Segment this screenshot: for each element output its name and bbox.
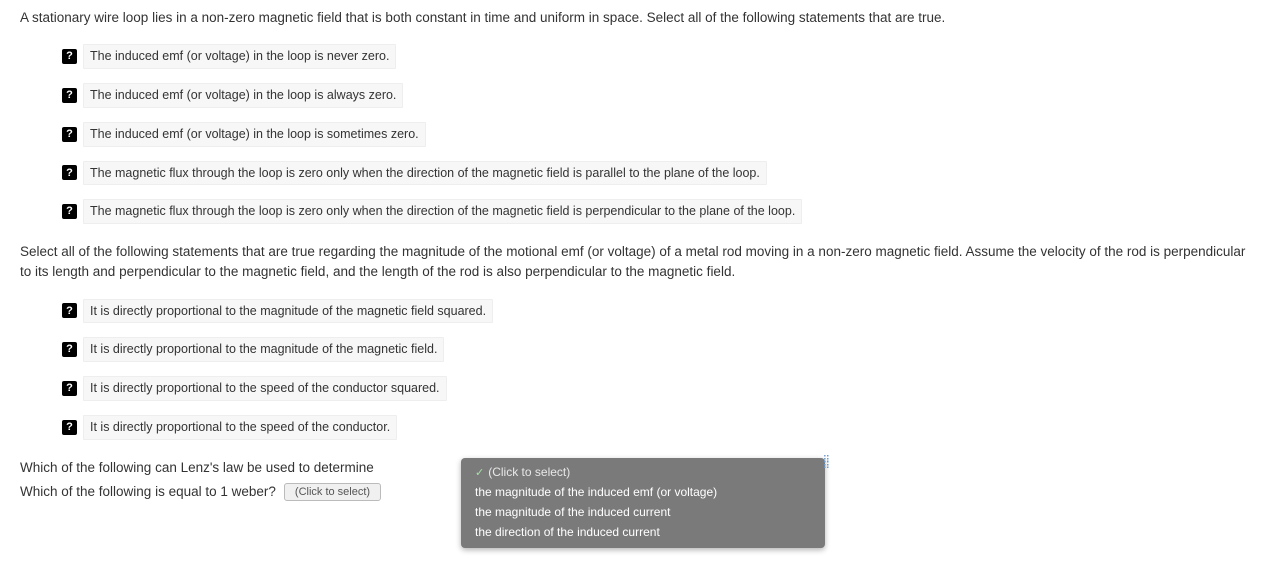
option-row[interactable]: ? It is directly proportional to the mag…	[62, 337, 1260, 362]
question-3-prompt: Which of the following can Lenz's law be…	[20, 458, 374, 478]
question-mark-icon: ?	[62, 303, 77, 318]
option-row[interactable]: ? The induced emf (or voltage) in the lo…	[62, 44, 1260, 69]
option-label: The magnetic flux through the loop is ze…	[83, 199, 802, 224]
question-mark-icon: ?	[62, 165, 77, 180]
question-4-select[interactable]: (Click to select)	[284, 483, 381, 501]
option-row[interactable]: ? The induced emf (or voltage) in the lo…	[62, 83, 1260, 108]
question-mark-icon: ?	[62, 342, 77, 357]
option-label: It is directly proportional to the magni…	[83, 299, 493, 324]
option-row[interactable]: ? It is directly proportional to the spe…	[62, 376, 1260, 401]
question-mark-icon: ?	[62, 49, 77, 64]
question-1-prompt: A stationary wire loop lies in a non-zer…	[20, 8, 1260, 28]
option-row[interactable]: ? The induced emf (or voltage) in the lo…	[62, 122, 1260, 147]
question-2-options: ? It is directly proportional to the mag…	[20, 299, 1260, 440]
option-label: The magnetic flux through the loop is ze…	[83, 161, 767, 186]
option-label: It is directly proportional to the speed…	[83, 415, 397, 440]
option-row[interactable]: ? It is directly proportional to the mag…	[62, 299, 1260, 324]
question-mark-icon: ?	[62, 204, 77, 219]
dropdown-item-label: (Click to select)	[488, 465, 570, 479]
drag-handle-icon[interactable]: ⠿⠿	[823, 458, 831, 470]
question-3-dropdown[interactable]: ⠿⠿ ✓(Click to select) the magnitude of t…	[461, 458, 825, 549]
option-row[interactable]: ? The magnetic flux through the loop is …	[62, 161, 1260, 186]
bottom-question-block: Which of the following can Lenz's law be…	[20, 458, 1260, 503]
question-mark-icon: ?	[62, 381, 77, 396]
dropdown-item[interactable]: ✓ (Click to select)	[475, 462, 811, 483]
option-row[interactable]: ? The magnetic flux through the loop is …	[62, 199, 1260, 224]
option-label: The induced emf (or voltage) in the loop…	[83, 122, 426, 147]
question-2-prompt: Select all of the following statements t…	[20, 242, 1260, 283]
option-label: The induced emf (or voltage) in the loop…	[83, 83, 403, 108]
question-mark-icon: ?	[62, 127, 77, 142]
dropdown-item[interactable]: the magnitude of the induced current	[475, 502, 811, 522]
dropdown-item[interactable]: the direction of the induced current	[475, 522, 811, 542]
option-row[interactable]: ? It is directly proportional to the spe…	[62, 415, 1260, 440]
question-mark-icon: ?	[62, 420, 77, 435]
option-label: The induced emf (or voltage) in the loop…	[83, 44, 396, 69]
question-4-prompt: Which of the following is equal to 1 web…	[20, 482, 276, 502]
question-1-options: ? The induced emf (or voltage) in the lo…	[20, 44, 1260, 224]
question-mark-icon: ?	[62, 88, 77, 103]
dropdown-item[interactable]: the magnitude of the induced emf (or vol…	[475, 482, 811, 502]
check-icon: ✓	[475, 467, 484, 479]
option-label: It is directly proportional to the magni…	[83, 337, 444, 362]
option-label: It is directly proportional to the speed…	[83, 376, 447, 401]
